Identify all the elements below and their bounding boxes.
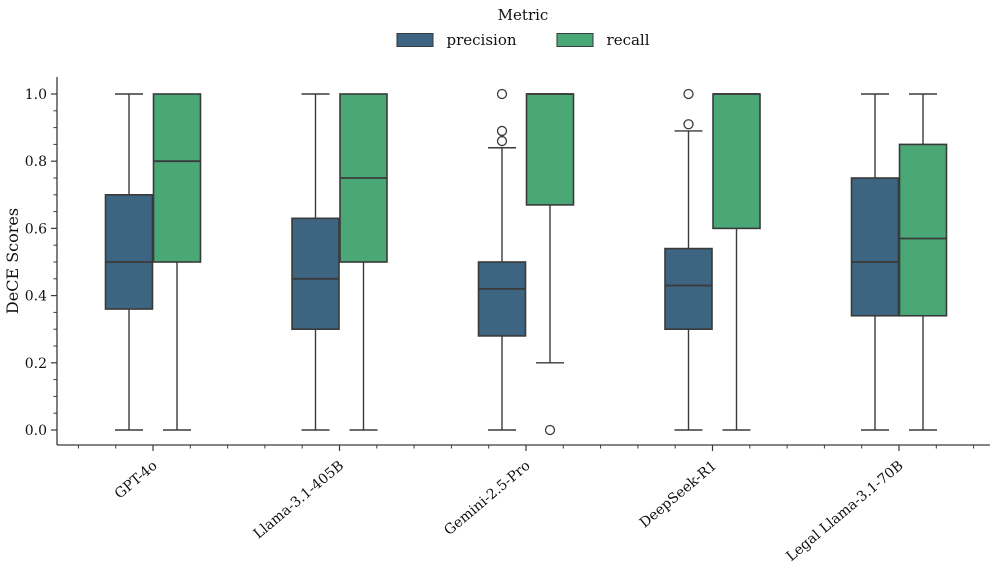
box-precision-Gemini-2.5-Pro [477, 88, 527, 431]
y-tick-label: 0.8 [25, 154, 47, 170]
iqr-box [664, 247, 713, 330]
y-tick-label: 1.0 [25, 87, 47, 103]
outlier-point [496, 135, 508, 147]
legend-entry-precision: precision [396, 31, 517, 49]
legend-row: precision recall [396, 31, 650, 49]
y-tick-label: 0.4 [25, 289, 47, 305]
x-category-label: Gemini-2.5-Pro [441, 458, 533, 539]
iqr-box [525, 93, 575, 206]
iqr-box [104, 194, 154, 310]
legend-title: Metric [497, 6, 549, 24]
box-precision-Llama-3.1-405B [291, 93, 340, 431]
iqr-box [291, 217, 340, 331]
y-tick-label: 0.0 [25, 423, 47, 439]
x-category-label: Legal Llama-3.1-70B [783, 458, 906, 565]
box-precision-DeepSeek-R1 [664, 88, 713, 431]
box-recall-Gemini-2.5-Pro [525, 93, 575, 436]
precision-swatch-icon [396, 33, 434, 47]
box-recall-Llama-3.1-405B [339, 93, 388, 431]
outlier-point [496, 88, 508, 100]
iqr-box [712, 93, 761, 230]
outlier-point [544, 424, 556, 436]
outlier-point [496, 125, 508, 137]
y-axis-title: DeCE Scores [3, 208, 22, 314]
box-recall-Legal Llama-3.1-70B [898, 93, 948, 431]
iqr-box [850, 177, 900, 317]
legend: Metric precision recall [396, 6, 650, 49]
iqr-box [477, 261, 527, 337]
x-category-label: Llama-3.1-405B [251, 458, 347, 543]
legend-entry-recall: recall [556, 31, 650, 49]
legend-label-precision: precision [446, 31, 517, 49]
recall-swatch-icon [556, 33, 594, 47]
outlier-point [683, 119, 694, 130]
y-tick-label: 0.2 [25, 356, 47, 372]
box-precision-Legal Llama-3.1-70B [850, 93, 900, 431]
x-category-label: DeepSeek-R1 [637, 458, 720, 532]
iqr-box [898, 143, 948, 317]
box-recall-GPT-4o [152, 93, 202, 431]
x-category-label: GPT-4o [112, 458, 161, 503]
legend-label-recall: recall [606, 31, 650, 49]
outlier-point [683, 88, 694, 100]
box-recall-DeepSeek-R1 [712, 93, 761, 431]
box-precision-GPT-4o [104, 93, 154, 431]
y-tick-label: 0.6 [25, 221, 47, 237]
iqr-box [152, 93, 202, 263]
